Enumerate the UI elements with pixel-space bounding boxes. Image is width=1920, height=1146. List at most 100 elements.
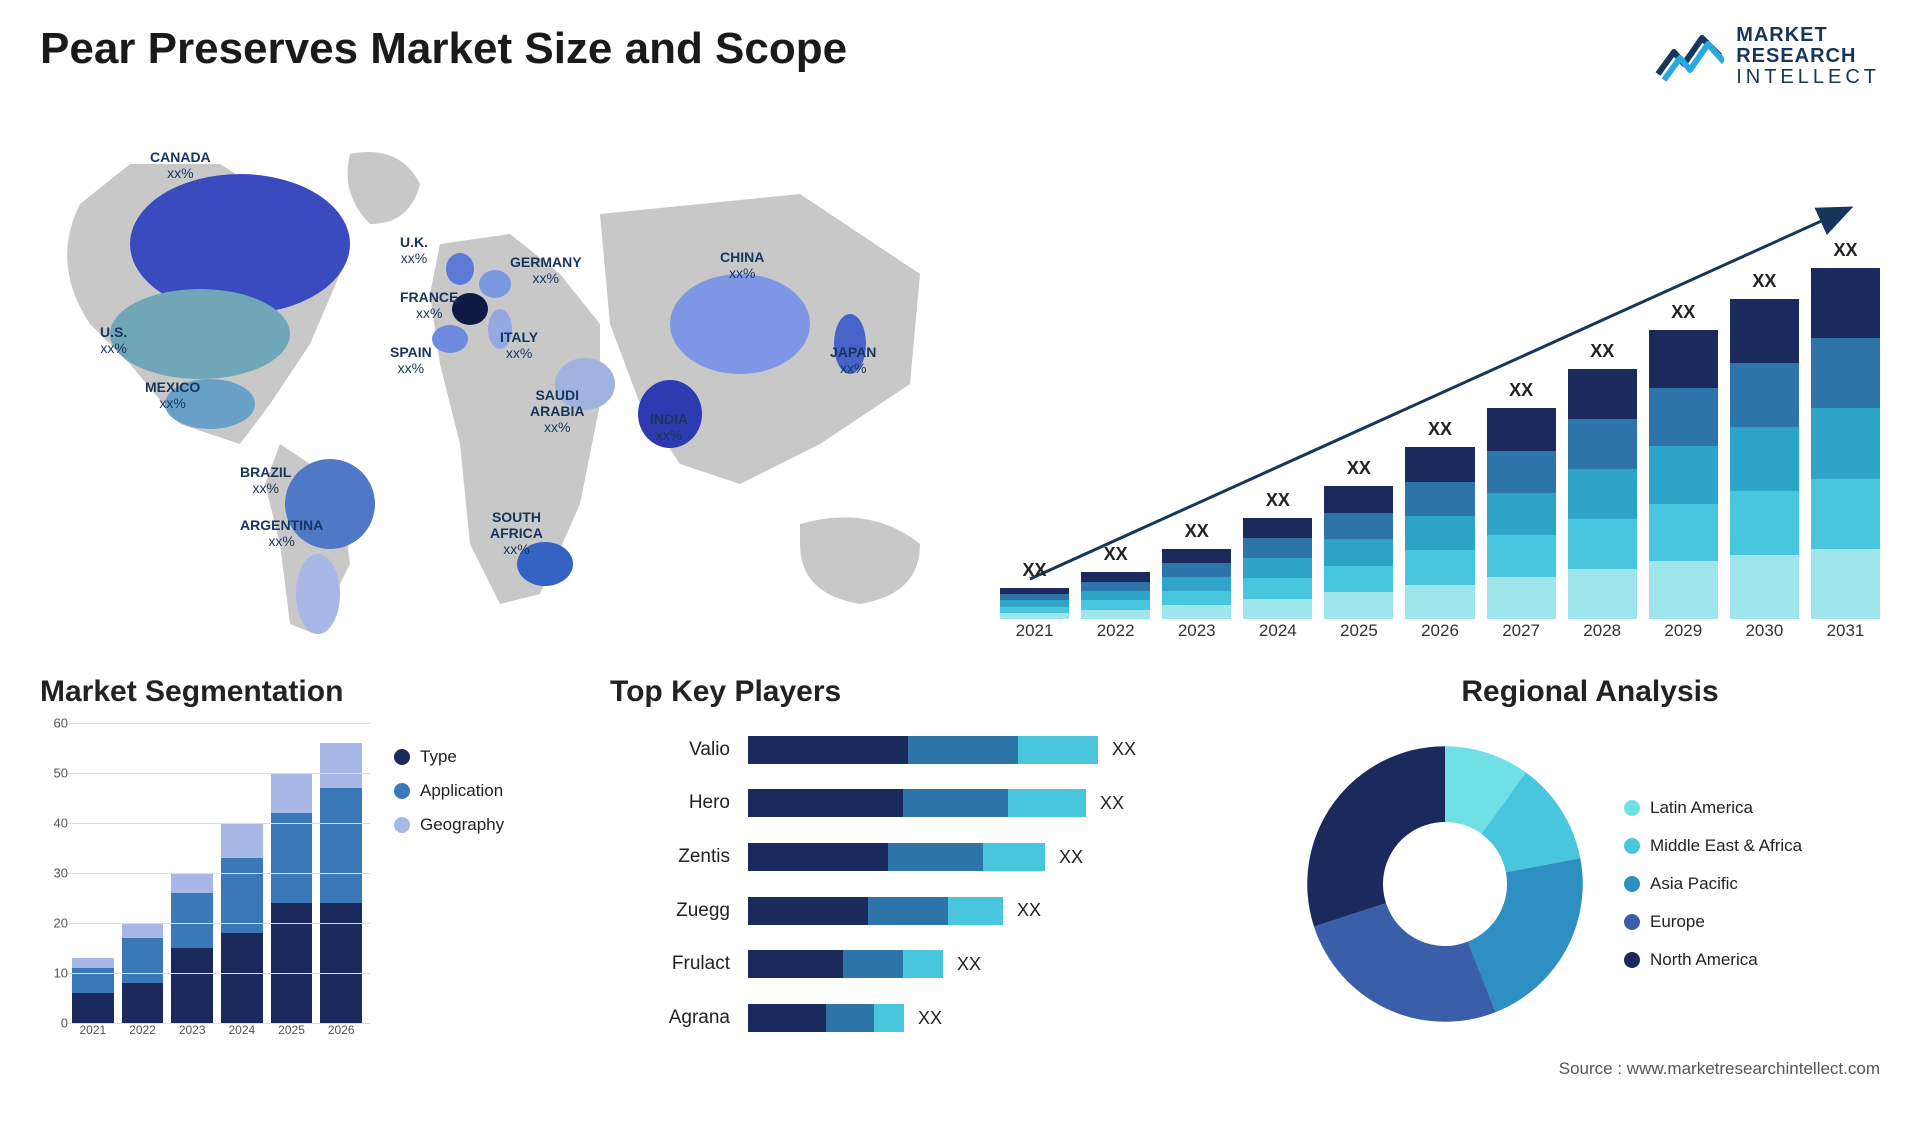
map-country-label: SAUDIARABIAxx% (530, 387, 584, 435)
growth-bar-label: XX (1811, 240, 1880, 261)
growth-bar-label: XX (1405, 419, 1474, 440)
growth-bar-segment (1243, 518, 1312, 538)
growth-bar-segment (1243, 599, 1312, 619)
map-country-label: JAPANxx% (830, 344, 876, 376)
growth-bar-segment (1649, 561, 1718, 619)
map-country-label: SPAINxx% (390, 344, 432, 376)
growth-bar-segment (1324, 486, 1393, 513)
growth-bar-label: XX (1730, 271, 1799, 292)
growth-bar-label: XX (1000, 560, 1069, 581)
map-country-label: MEXICOxx% (145, 379, 200, 411)
legend-label: North America (1650, 950, 1758, 970)
segmentation-legend: TypeApplicationGeography (370, 723, 570, 1045)
seg-xaxis-label: 2026 (320, 1023, 362, 1045)
growth-bar: XX (1324, 486, 1393, 619)
seg-bar-segment (171, 873, 213, 893)
player-bar-segment (1018, 736, 1098, 764)
seg-bar (320, 743, 362, 1023)
seg-bar-segment (72, 958, 114, 968)
legend-label: Europe (1650, 912, 1705, 932)
growth-bar: XX (1162, 549, 1231, 619)
map-country-label: GERMANYxx% (510, 254, 582, 286)
growth-bar-segment (1568, 569, 1637, 619)
growth-bar-segment (1730, 491, 1799, 555)
player-bar-segment (843, 950, 903, 978)
growth-bar-segment (1081, 600, 1150, 609)
growth-bar-segment (1081, 591, 1150, 600)
growth-bar-segment (1811, 268, 1880, 338)
growth-bar-segment (1162, 549, 1231, 563)
growth-bar-segment (1405, 585, 1474, 619)
seg-bar-segment (320, 903, 362, 1023)
growth-bar-segment (1081, 572, 1150, 581)
growth-bar-segment (1405, 550, 1474, 584)
legend-label: Application (420, 781, 503, 801)
legend-swatch-icon (394, 817, 410, 833)
logo-line2: RESEARCH (1736, 46, 1880, 67)
player-bar-segment (983, 843, 1045, 871)
seg-gridline (68, 873, 370, 874)
growth-bar-segment (1162, 591, 1231, 605)
legend-swatch-icon (1624, 838, 1640, 854)
map-country-label: FRANCExx% (400, 289, 458, 321)
growth-xaxis-label: 2026 (1405, 621, 1474, 649)
legend-swatch-icon (1624, 800, 1640, 816)
legend-label: Asia Pacific (1650, 874, 1738, 894)
player-bar-value: XX (1059, 847, 1083, 868)
growth-xaxis-label: 2028 (1568, 621, 1637, 649)
growth-xaxis-label: 2030 (1730, 621, 1799, 649)
map-country-shape (432, 325, 468, 353)
growth-xaxis-label: 2022 (1081, 621, 1150, 649)
map-country-shape (446, 253, 474, 285)
growth-bar-label: XX (1324, 458, 1393, 479)
growth-bar-segment (1649, 504, 1718, 562)
growth-bar-segment (1162, 563, 1231, 577)
player-bar-segment (748, 1004, 826, 1032)
growth-bar-label: XX (1487, 380, 1556, 401)
player-bar-segment (908, 736, 1018, 764)
growth-bar: XX (1405, 447, 1474, 619)
growth-bar-segment (1000, 613, 1069, 619)
growth-xaxis-label: 2025 (1324, 621, 1393, 649)
seg-yaxis-tick: 60 (40, 716, 68, 731)
growth-bar-segment (1811, 479, 1880, 549)
seg-bar-segment (72, 968, 114, 993)
seg-yaxis-tick: 0 (40, 1016, 68, 1031)
player-bar-segment (748, 789, 903, 817)
growth-bar-label: XX (1568, 341, 1637, 362)
growth-bar-segment (1162, 605, 1231, 619)
logo-mark-icon (1654, 24, 1724, 89)
growth-xaxis-label: 2027 (1487, 621, 1556, 649)
growth-bar-segment (1730, 299, 1799, 363)
legend-swatch-icon (1624, 952, 1640, 968)
growth-bar-segment (1811, 408, 1880, 478)
player-name-label: Zuegg (676, 900, 730, 922)
growth-bar-segment (1162, 577, 1231, 591)
seg-gridline (68, 923, 370, 924)
growth-xaxis-label: 2024 (1243, 621, 1312, 649)
seg-bar-segment (221, 858, 263, 933)
region-legend-item: North America (1624, 950, 1880, 970)
seg-bar-segment (122, 938, 164, 983)
legend-label: Type (420, 747, 457, 767)
player-bar-segment (826, 1004, 874, 1032)
player-bar-value: XX (1112, 739, 1136, 760)
seg-xaxis-label: 2021 (72, 1023, 114, 1045)
player-bar-row: XX (748, 789, 1260, 817)
growth-bar-segment (1487, 408, 1556, 450)
world-map: CANADAxx%U.S.xx%MEXICOxx%BRAZILxx%ARGENT… (40, 119, 960, 649)
legend-swatch-icon (1624, 914, 1640, 930)
growth-bar-segment (1081, 610, 1150, 619)
player-bar (748, 897, 1003, 925)
player-bar-row: XX (748, 843, 1260, 871)
growth-bar-segment (1649, 330, 1718, 388)
growth-bar-label: XX (1081, 544, 1150, 565)
key-players-title: Top Key Players (610, 675, 1260, 709)
region-legend-item: Latin America (1624, 798, 1880, 818)
legend-label: Middle East & Africa (1650, 836, 1802, 856)
growth-bar-segment (1568, 469, 1637, 519)
player-bar-segment (903, 789, 1008, 817)
player-bar-segment (1008, 789, 1086, 817)
map-country-label: U.S.xx% (100, 324, 127, 356)
map-country-label: ARGENTINAxx% (240, 517, 323, 549)
